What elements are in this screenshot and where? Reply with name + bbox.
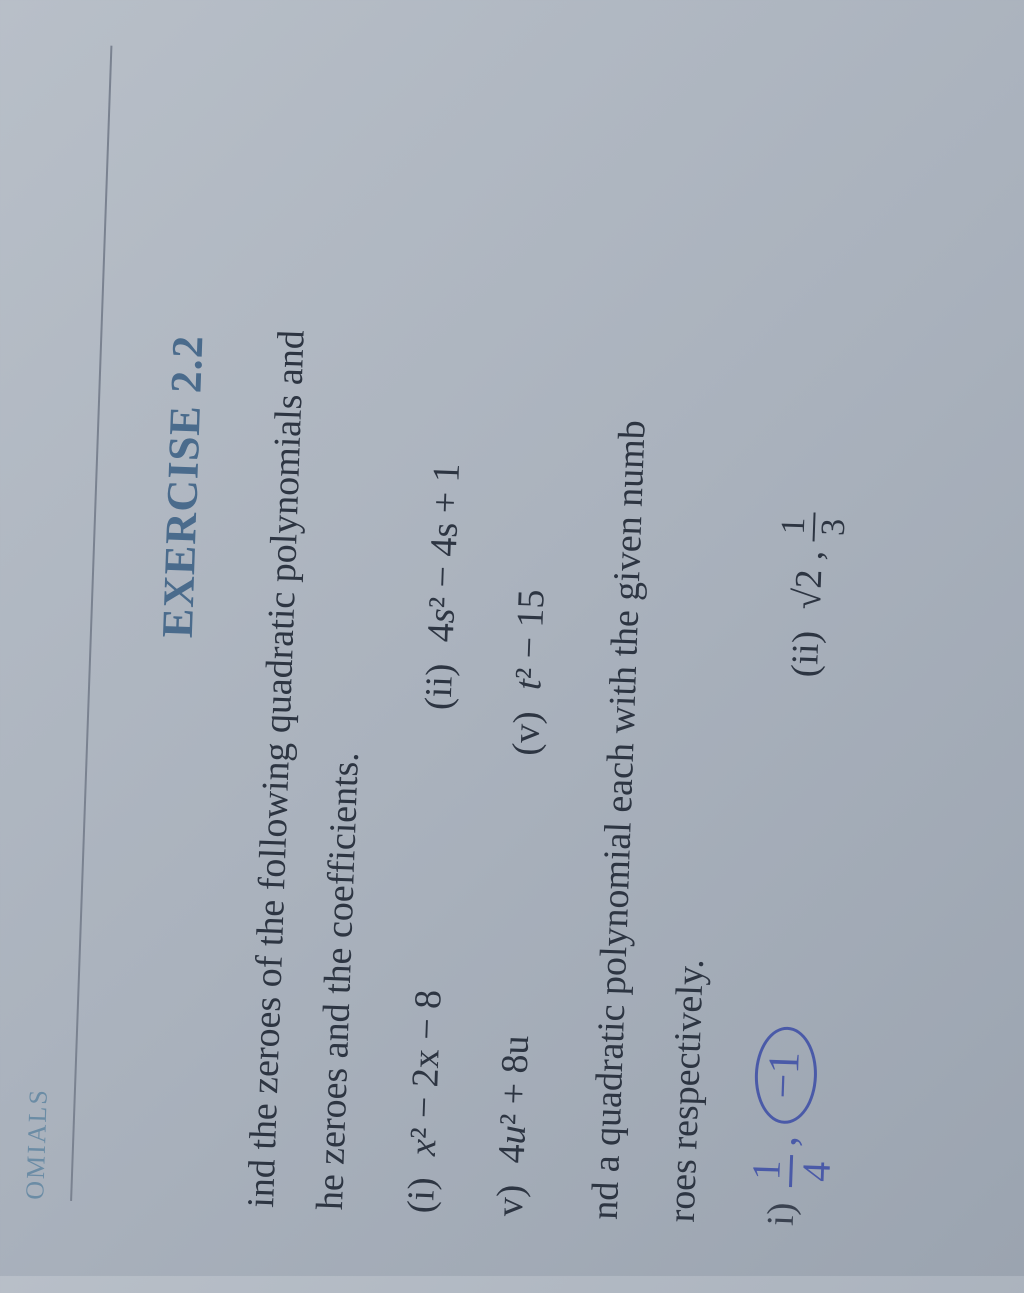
problem-v-label: (v)	[505, 711, 549, 757]
textbook-page: OMIALS EXERCISE 2.2 ind the zeroes of th…	[0, 0, 1024, 1293]
answer-ii-comma: ,	[788, 540, 831, 570]
answer-i-label: i)	[760, 1202, 803, 1227]
problem-i-expr: ² − 2x − 8	[402, 989, 449, 1140]
problem-i-var: x	[402, 1138, 445, 1156]
problem-v-expr: ² − 15	[508, 589, 553, 680]
problem-ii-expr: ² − 4s + 1	[421, 463, 468, 609]
answer-ii-frac-den: 3	[814, 512, 853, 542]
problem-row-1: (i) x² − 2x − 8 (ii) 4s² − 4s + 1	[399, 57, 483, 1214]
answer-row: i) 1 4 , −1 (ii) √2 , 1 3	[741, 69, 878, 1228]
problem-ii: (ii) 4s² − 4s + 1	[416, 463, 469, 711]
problem-iv-label: v)	[489, 1184, 532, 1217]
answer-i-frac: 1 4	[742, 1153, 840, 1188]
answer-i-frac-den: 4	[792, 1155, 840, 1189]
problem-v-var: t	[507, 679, 549, 691]
exercise-title: EXERCISE 2.2	[142, 48, 224, 925]
answer-i-comma: ,	[757, 1135, 806, 1148]
answer-i-frac-num: 1	[742, 1153, 793, 1187]
problem-ii-var: s	[420, 608, 462, 624]
answer-i-handwritten: −1	[753, 1026, 818, 1125]
answer-ii-label: (ii)	[784, 630, 828, 678]
answer-ii-frac-num: 1	[774, 511, 815, 541]
problem-iv-prefix: 4	[491, 1143, 534, 1163]
answer-ii-sqrt: √2	[786, 569, 829, 610]
problem-row-2: v) 4u² + 8u (v) t² − 15	[488, 60, 572, 1217]
answer-ii: (ii) √2 , 1 3	[769, 511, 853, 679]
problem-ii-prefix: 4	[420, 622, 463, 642]
answer-ii-frac: 1 3	[774, 511, 853, 543]
problem-i: (i) x² − 2x − 8	[399, 989, 451, 1214]
q2-instruction-line2: roes respectively.	[654, 66, 751, 1223]
problem-i-label: (i)	[400, 1177, 443, 1214]
problem-ii-label: (ii)	[417, 663, 461, 711]
problem-iv: v) 4u² + 8u	[488, 1035, 538, 1217]
answer-i: i) 1 4 , −1	[741, 1025, 845, 1227]
problem-iv-expr: ² + 8u	[492, 1035, 537, 1126]
problem-v: (v) t² − 15	[504, 589, 554, 757]
problem-iv-var: u	[491, 1124, 534, 1144]
header-label: OMIALS	[20, 44, 90, 1200]
